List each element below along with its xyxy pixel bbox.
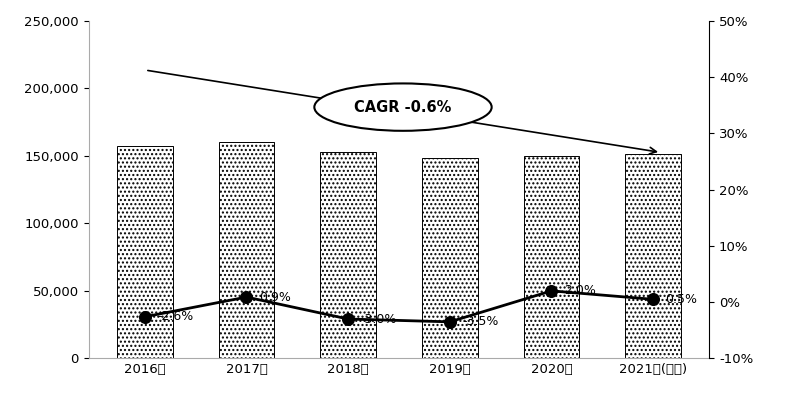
Text: 0.5%: 0.5% bbox=[665, 293, 697, 306]
Text: -3.5%: -3.5% bbox=[462, 315, 498, 328]
Bar bbox=[218, 142, 274, 358]
Text: 0.9%: 0.9% bbox=[259, 290, 290, 304]
Bar bbox=[625, 154, 681, 358]
Text: -3.0%: -3.0% bbox=[360, 313, 397, 325]
Point bbox=[646, 296, 659, 302]
Text: -2.6%: -2.6% bbox=[157, 310, 193, 323]
Point bbox=[139, 314, 152, 320]
Bar bbox=[422, 159, 478, 358]
Text: 2.0%: 2.0% bbox=[563, 284, 596, 297]
Point bbox=[240, 294, 253, 300]
Point bbox=[342, 316, 355, 322]
Point bbox=[545, 288, 558, 294]
Bar bbox=[524, 156, 580, 358]
Bar bbox=[320, 152, 376, 358]
Text: CAGR -0.6%: CAGR -0.6% bbox=[355, 100, 451, 115]
Point bbox=[443, 318, 456, 325]
Bar bbox=[117, 146, 172, 358]
